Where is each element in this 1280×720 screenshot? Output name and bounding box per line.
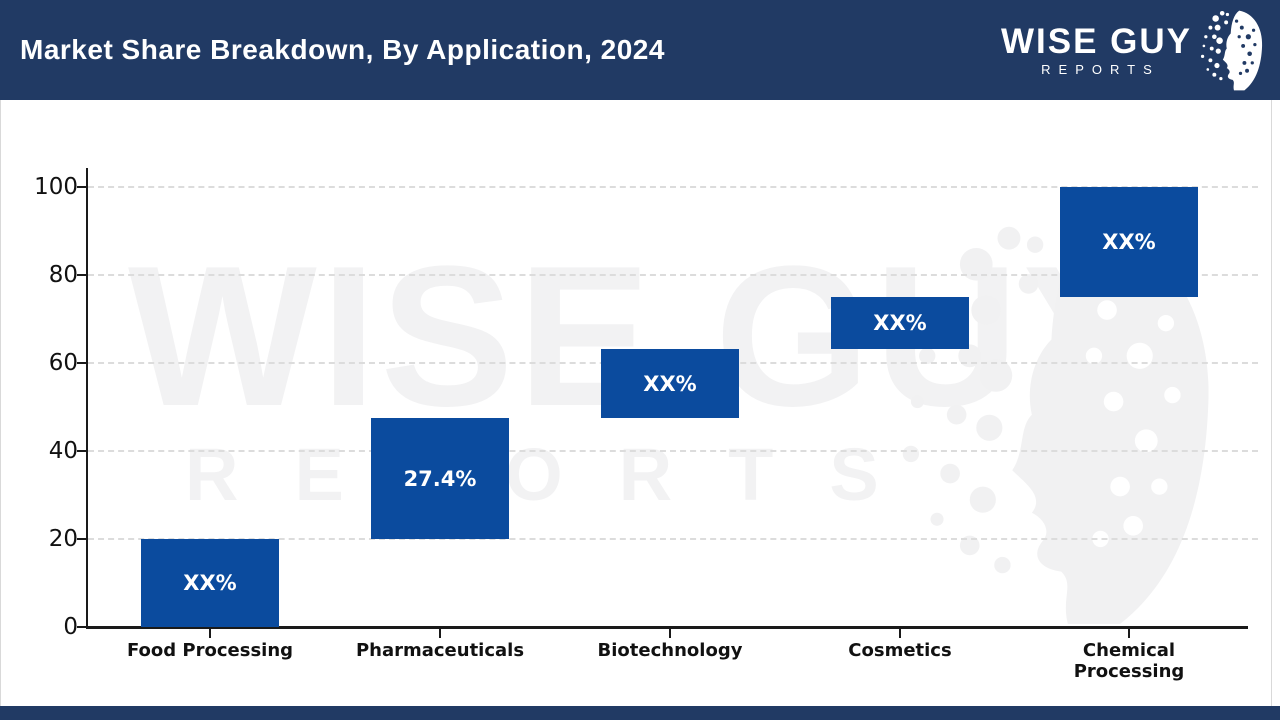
logo-text: WISE GUY REPORTS [1001, 24, 1192, 77]
x-tick-mark-4 [1128, 629, 1130, 638]
watermark-face [878, 212, 1238, 641]
y-tick-label-0: 0 [63, 614, 78, 640]
x-tick-mark-2 [669, 629, 671, 638]
bar-value-label: XX% [873, 311, 927, 336]
right-border [1271, 100, 1272, 706]
header-bar: Market Share Breakdown, By Application, … [0, 0, 1280, 100]
bar-3: XX% [831, 297, 969, 350]
wise-guy-logo: WISE GUY REPORTS [1001, 4, 1268, 96]
x-axis [86, 626, 1248, 629]
gridline-80 [88, 274, 1258, 276]
y-tick-mark-80 [77, 274, 86, 276]
category-label-1: Pharmaceuticals [355, 640, 525, 661]
bar-value-label: 27.4% [403, 466, 477, 491]
bar-value-label: XX% [1102, 230, 1156, 255]
category-label-0: Food Processing [126, 640, 294, 661]
page-title: Market Share Breakdown, By Application, … [20, 34, 665, 65]
logo-subtitle: REPORTS [1041, 61, 1160, 77]
y-tick-mark-40 [77, 450, 86, 452]
dotted-face-watermark-icon [902, 225, 1209, 624]
y-axis [86, 168, 88, 629]
bar-4: XX% [1060, 187, 1198, 298]
bar-value-label: XX% [183, 571, 237, 595]
gridline-20 [88, 538, 1258, 540]
category-label-4: Chemical Processing [1073, 640, 1185, 682]
gridline-100 [88, 186, 1258, 188]
footer-bar [0, 706, 1280, 720]
bar-2: XX% [601, 349, 739, 419]
bar-0: XX% [141, 539, 279, 627]
y-tick-mark-60 [77, 362, 86, 364]
y-tick-mark-0 [77, 626, 86, 628]
x-tick-mark-3 [899, 629, 901, 638]
category-label-3: Cosmetics [848, 640, 952, 661]
bar-1: 27.4% [371, 418, 509, 539]
watermark-text-line2: REPORTS [185, 433, 935, 516]
dotted-face-logo-icon [1200, 10, 1263, 90]
y-tick-label-40: 40 [48, 438, 78, 464]
x-tick-mark-1 [439, 629, 441, 638]
y-tick-mark-20 [77, 538, 86, 540]
y-tick-label-20: 20 [48, 526, 78, 552]
y-tick-mark-100 [77, 186, 86, 188]
category-label-2: Biotechnology [597, 640, 743, 661]
left-border [0, 100, 1, 706]
x-tick-mark-0 [209, 629, 211, 638]
gridline-40 [88, 450, 1258, 452]
logo-wordmark: WISE GUY [1000, 21, 1192, 61]
bar-value-label: XX% [643, 371, 697, 396]
y-tick-label-80: 80 [48, 262, 78, 288]
y-tick-label-100: 100 [34, 174, 78, 200]
y-tick-label-60: 60 [48, 350, 78, 376]
